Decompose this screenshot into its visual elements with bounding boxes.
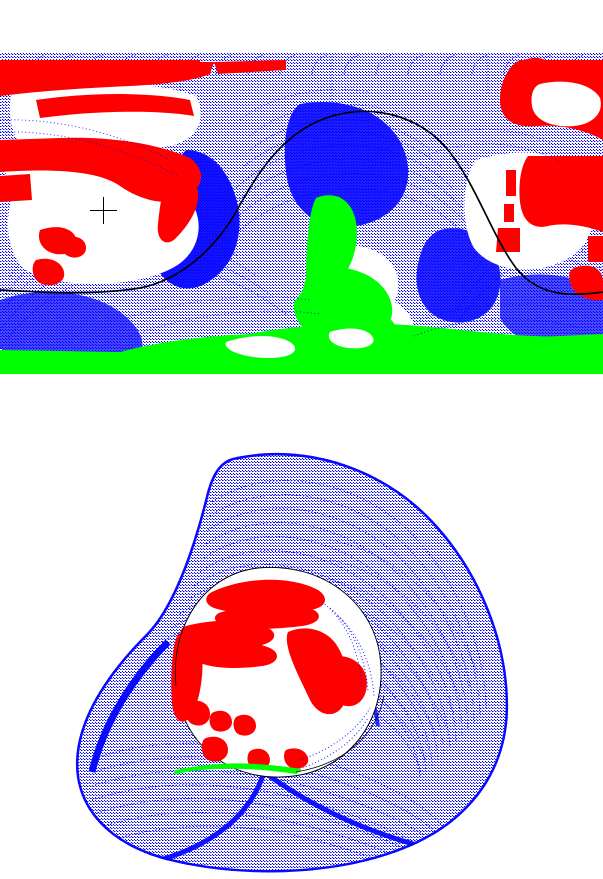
red-sliver-north (524, 57, 548, 70)
red-region-northwest (0, 60, 214, 96)
sphere-limb-contours (295, 601, 375, 771)
red-coast-central-band (192, 640, 277, 668)
map-panel-canvas (0, 52, 603, 374)
red-patch-sphere-d (201, 736, 228, 762)
blue-seam-lower-right (262, 769, 421, 849)
red-patch-east-a (506, 170, 516, 196)
red-patch-island-c (32, 258, 65, 286)
white-notch-south-a (225, 336, 296, 358)
white-hole-northeast (531, 81, 601, 127)
green-band-south (0, 352, 603, 374)
blue-seam-lower-left (159, 771, 267, 863)
green-terminator-arc-highlight (184, 763, 302, 772)
equirectangular-field-map-panel (0, 0, 603, 420)
perspective-panel-canvas (75, 452, 509, 873)
red-patch-sphere-a (185, 700, 210, 726)
blue-core-center (284, 101, 409, 227)
inner-sphere-group (171, 566, 382, 778)
red-patch-east-e (569, 265, 603, 301)
red-patch-sphere-b (209, 710, 232, 732)
red-strip-north-center (214, 60, 286, 74)
red-peninsula-west (157, 174, 199, 243)
red-region-west-main (0, 137, 202, 202)
red-coast-north (206, 579, 325, 614)
red-patch-west-edge (0, 174, 32, 202)
three-dimensional-teardrop-panel (0, 420, 603, 879)
red-coast-east-lobe (321, 656, 367, 707)
red-region-east-main (519, 156, 603, 232)
white-void-west-main (7, 181, 199, 284)
meridian-guides (174, 567, 385, 777)
red-band-northwest-inner (36, 94, 194, 118)
red-patch-east-b (504, 204, 514, 222)
red-patch-sphere-c (233, 714, 256, 736)
contour-texture-overlay (0, 89, 581, 337)
red-patch-east-d (588, 236, 603, 262)
black-separatrix-curve (0, 110, 603, 296)
blue-seam-left (88, 639, 171, 773)
red-patch-island-b (61, 236, 86, 258)
white-notch-south-b (328, 328, 374, 349)
red-patch-sphere-f (284, 748, 309, 769)
red-coast-west-upper (180, 620, 275, 648)
